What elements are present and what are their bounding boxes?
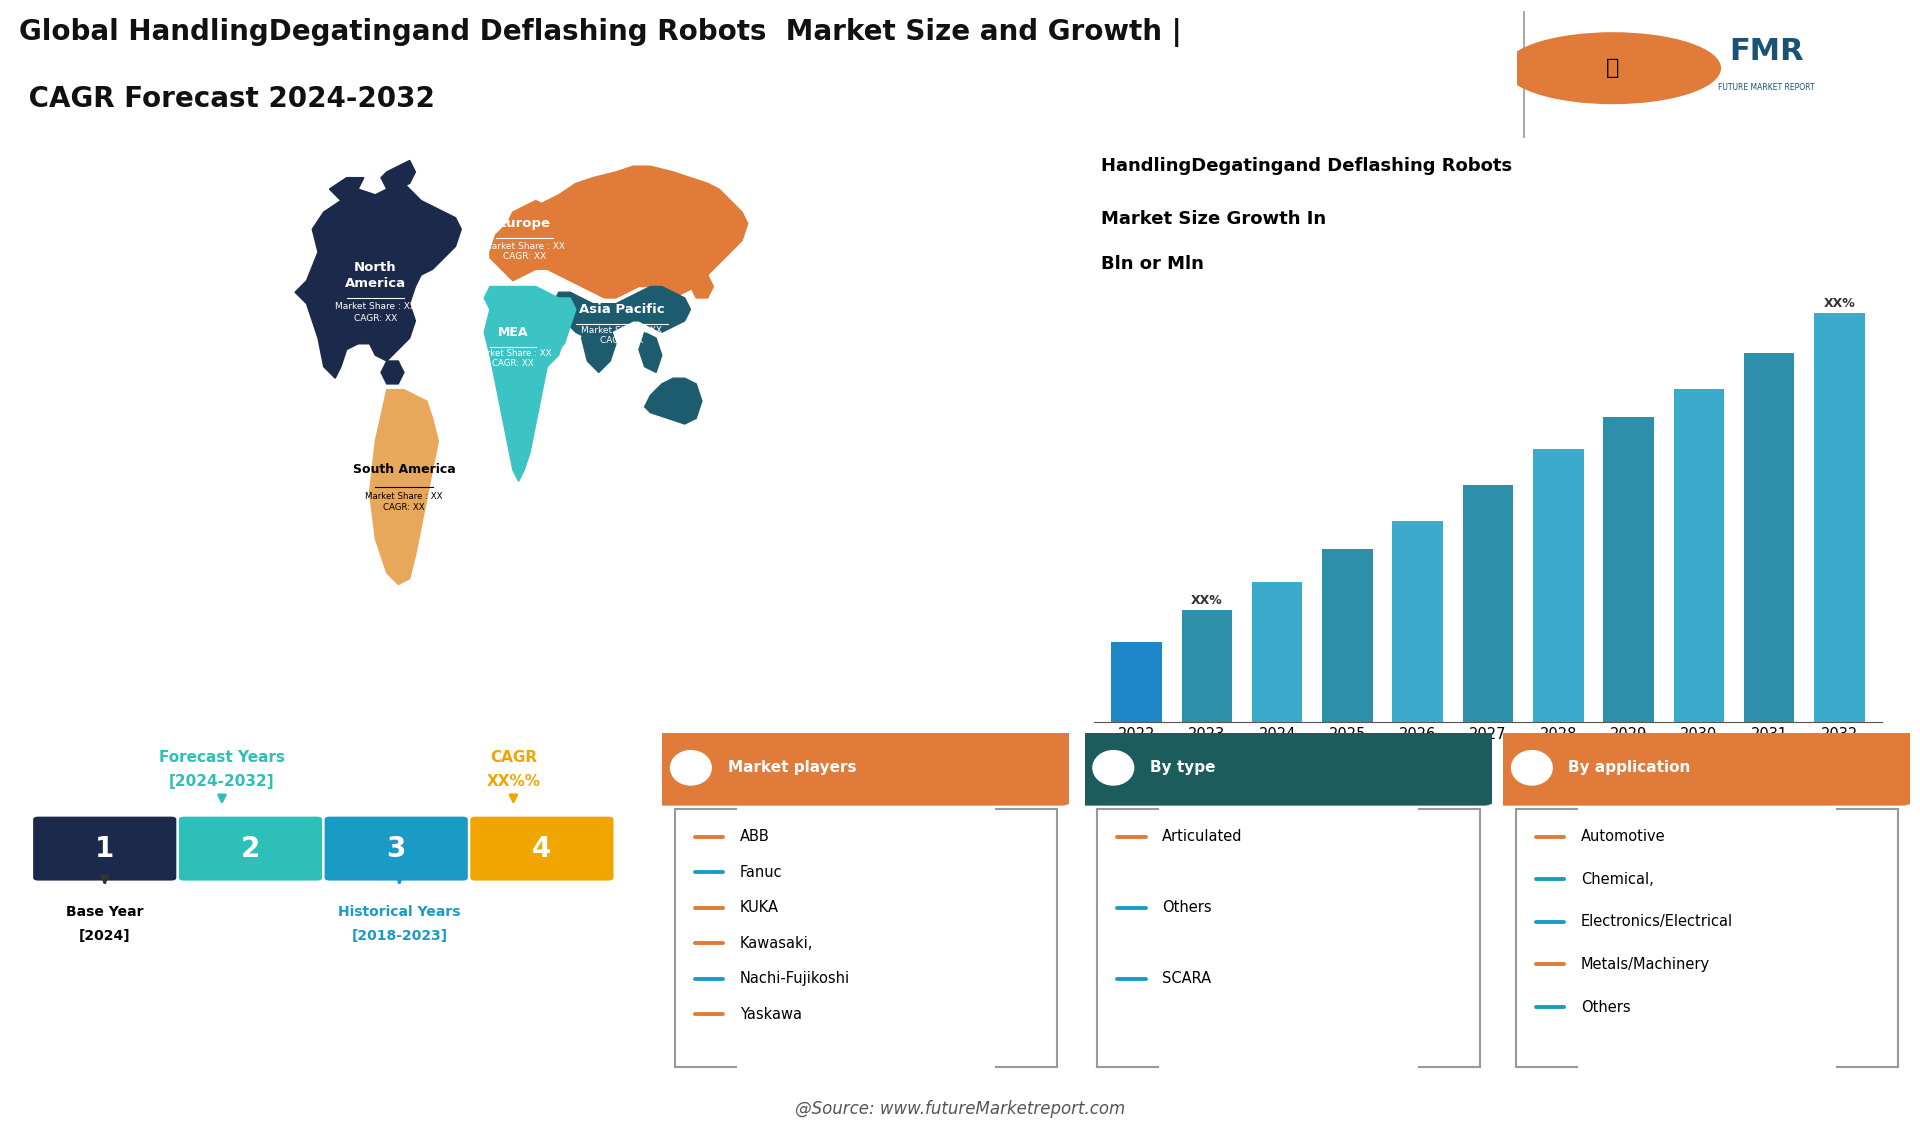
Text: Market players: Market players [728, 760, 856, 776]
Text: Market Share : XX: Market Share : XX [484, 242, 564, 251]
Text: Articulated: Articulated [1162, 829, 1242, 845]
Text: 2: 2 [240, 834, 259, 863]
FancyBboxPatch shape [179, 817, 323, 880]
Text: @Source: www.futureMarketreport.com: @Source: www.futureMarketreport.com [795, 1100, 1125, 1117]
Bar [1252, 581, 1302, 722]
Text: Yaskawa: Yaskawa [739, 1006, 803, 1022]
Polygon shape [484, 309, 553, 481]
Polygon shape [296, 178, 461, 378]
Text: Market Share : XX: Market Share : XX [365, 492, 444, 501]
Text: ABB: ABB [739, 829, 770, 845]
Text: Fanuc: Fanuc [739, 864, 781, 880]
Polygon shape [380, 160, 415, 189]
Polygon shape [369, 390, 438, 584]
Text: CAGR: XX: CAGR: XX [353, 314, 397, 323]
Text: Chemical,: Chemical, [1580, 872, 1653, 887]
Text: Europe: Europe [497, 217, 551, 230]
Polygon shape [582, 321, 616, 372]
Text: FMR: FMR [1730, 38, 1803, 66]
Circle shape [1511, 751, 1551, 785]
Text: Market Share : XX: Market Share : XX [334, 303, 417, 312]
Text: Bln or Mln: Bln or Mln [1102, 256, 1204, 274]
Polygon shape [490, 201, 570, 275]
Polygon shape [484, 286, 576, 361]
FancyBboxPatch shape [1492, 730, 1914, 806]
FancyBboxPatch shape [651, 730, 1073, 806]
Text: Forecast Years: Forecast Years [159, 749, 284, 766]
Text: CAGR Forecast 2024-2032: CAGR Forecast 2024-2032 [19, 85, 436, 112]
Text: Metals/Machinery: Metals/Machinery [1580, 957, 1711, 972]
Text: 4: 4 [532, 834, 551, 863]
Bar [1323, 549, 1373, 722]
Circle shape [670, 751, 710, 785]
Polygon shape [639, 332, 662, 372]
Text: Asia Pacific: Asia Pacific [578, 303, 664, 316]
Polygon shape [380, 361, 403, 384]
Text: Others: Others [1162, 900, 1212, 916]
Bar [1392, 521, 1444, 722]
Circle shape [1092, 751, 1133, 785]
Bar [1743, 353, 1795, 722]
Polygon shape [530, 321, 564, 367]
Text: Nachi-Fujikoshi: Nachi-Fujikoshi [739, 971, 851, 987]
Text: 🤖: 🤖 [1607, 58, 1619, 78]
Text: North
America: North America [346, 260, 405, 290]
Text: Market Share : XX: Market Share : XX [474, 350, 551, 359]
Text: South America: South America [353, 463, 455, 477]
Polygon shape [691, 275, 714, 298]
FancyBboxPatch shape [33, 817, 177, 880]
Text: HandlingDegatingand Deflashing Robots: HandlingDegatingand Deflashing Robots [1102, 157, 1513, 175]
Text: CAGR: XX: CAGR: XX [601, 336, 643, 345]
Circle shape [1505, 33, 1720, 103]
FancyBboxPatch shape [324, 817, 468, 880]
Text: Market Share : XX: Market Share : XX [582, 327, 662, 336]
Text: Others: Others [1580, 999, 1630, 1014]
Text: Historical Years: Historical Years [338, 905, 461, 919]
Text: Base Year: Base Year [65, 905, 144, 919]
Text: CAGR: XX: CAGR: XX [503, 252, 545, 261]
Bar [1674, 388, 1724, 722]
Text: CAGR: CAGR [490, 749, 538, 766]
Bar [1603, 417, 1653, 722]
Text: SCARA: SCARA [1162, 971, 1212, 987]
Text: Electronics/Electrical: Electronics/Electrical [1580, 915, 1734, 929]
FancyBboxPatch shape [470, 817, 614, 880]
Bar [1181, 610, 1233, 722]
Text: By type: By type [1150, 760, 1215, 776]
Text: CAGR: XX: CAGR: XX [384, 503, 424, 512]
Bar [1463, 485, 1513, 722]
Polygon shape [490, 166, 747, 298]
Polygon shape [553, 286, 691, 338]
Bar [1532, 449, 1584, 722]
Text: 3: 3 [386, 834, 405, 863]
Text: 1: 1 [96, 834, 115, 863]
Text: FUTURE MARKET REPORT: FUTURE MARKET REPORT [1718, 83, 1814, 92]
Text: By application: By application [1569, 760, 1692, 776]
Text: [2024-2032]: [2024-2032] [169, 774, 275, 790]
Text: Global HandlingDegatingand Deflashing Robots  Market Size and Growth |: Global HandlingDegatingand Deflashing Ro… [19, 17, 1183, 47]
Text: [2024]: [2024] [79, 929, 131, 943]
Text: CAGR: XX: CAGR: XX [492, 359, 534, 368]
Text: XX%: XX% [1824, 297, 1855, 309]
FancyBboxPatch shape [1073, 730, 1496, 806]
Text: XX%%: XX%% [486, 774, 540, 790]
Text: Automotive: Automotive [1580, 829, 1665, 845]
Text: Kawasaki,: Kawasaki, [739, 935, 812, 951]
Text: Market Size Growth In: Market Size Growth In [1102, 211, 1327, 228]
Text: [2018-2023]: [2018-2023] [351, 929, 447, 943]
Text: MEA: MEA [497, 325, 528, 339]
Polygon shape [645, 378, 703, 424]
Text: KUKA: KUKA [739, 900, 780, 916]
Bar [1112, 642, 1162, 722]
Bar [1814, 313, 1864, 722]
Text: XX%: XX% [1190, 594, 1223, 606]
